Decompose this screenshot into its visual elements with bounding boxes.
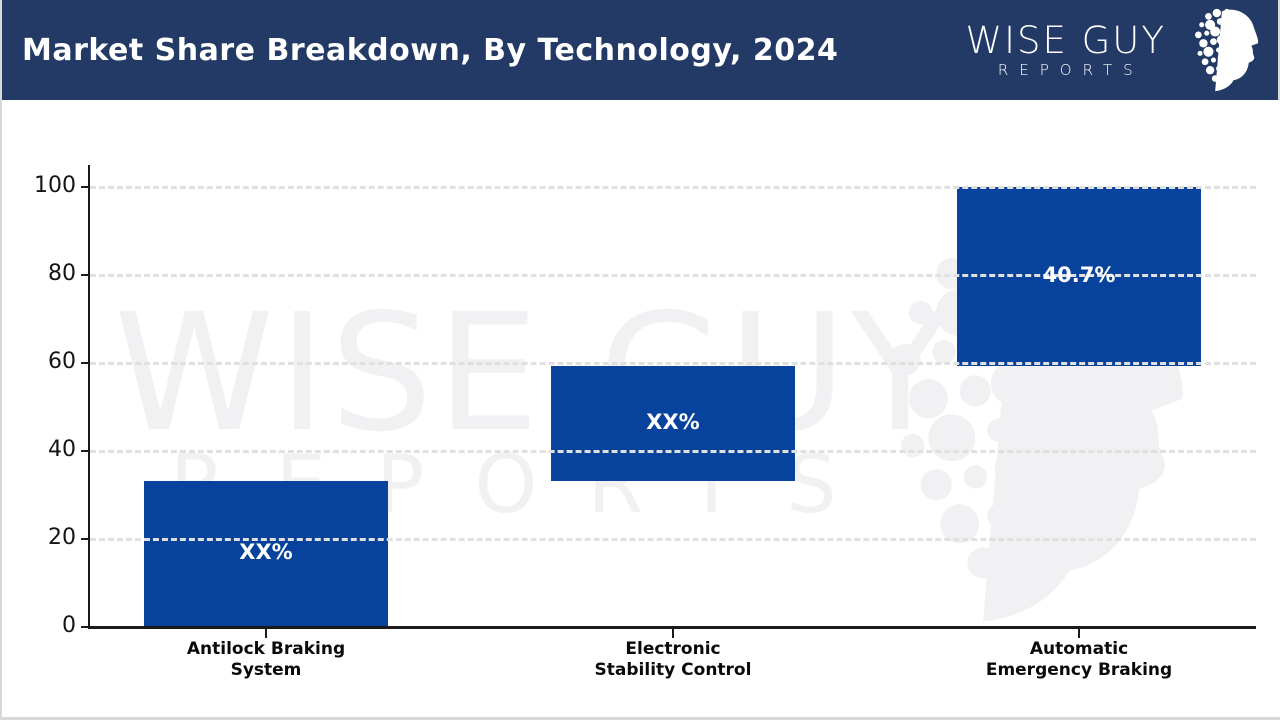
ytick-label-60: 60 [48,349,76,374]
x-axis-spine [88,626,1256,629]
ytick-mark-20 [81,538,90,540]
wiseguy-logo: WISE GUY REPORTS [966,8,1264,92]
category-label-line: System [230,660,302,680]
gridline-80 [90,274,1256,277]
bar-value-label-0: XX% [239,539,293,564]
ytick-label-40: 40 [48,437,76,462]
xtick-mark-0 [265,629,267,638]
logo-text-top: WISE GUY [965,19,1166,62]
watermark-line1: WISE GUY [114,280,954,468]
gridline-20 [90,538,1256,541]
y-axis-spine [88,165,90,629]
xtick-category-label-1: Electronic Stability Control [508,639,838,681]
gridline-60 [90,362,1256,365]
ytick-label-80: 80 [48,261,76,286]
header-bar: Market Share Breakdown, By Technology, 2… [2,0,1278,100]
ytick-mark-100 [81,186,90,188]
ytick-label-100: 100 [34,173,76,198]
bar-0 [144,480,388,627]
ytick-mark-80 [81,274,90,276]
logo-text-bottom: REPORTS [997,61,1144,79]
ytick-label-0: 0 [62,613,76,638]
category-label-line: Antilock Braking [186,639,346,659]
xtick-mark-2 [1078,629,1080,638]
bar-value-label-1: XX% [646,409,700,434]
bar-value-label-2: 40.7% [1042,262,1116,287]
bar-1 [551,366,795,481]
wiseguy-face-icon [1195,8,1259,92]
ytick-label-20: 20 [48,525,76,550]
xtick-category-label-2: Automatic Emergency Braking [914,639,1244,681]
category-label-line: Emergency Braking [985,660,1173,680]
chart-title: Market Share Breakdown, By Technology, 2… [22,32,839,68]
category-label-line: Electronic [625,639,721,659]
ytick-mark-0 [81,626,90,628]
chart-canvas: WISE GUY REPORTS XX% XX% 40.7% 0 20 40 60 80 100… [2,100,1280,717]
xtick-category-label-0: Antilock Braking System [101,639,431,681]
logo-wordmark: WISE GUY REPORTS [965,19,1166,80]
ytick-mark-40 [81,450,90,452]
xtick-mark-1 [672,629,674,638]
gridline-40 [90,450,1256,453]
category-label-line: Stability Control [594,660,752,680]
category-label-line: Automatic [1029,639,1129,659]
gridline-100 [90,186,1256,189]
ytick-mark-60 [81,362,90,364]
